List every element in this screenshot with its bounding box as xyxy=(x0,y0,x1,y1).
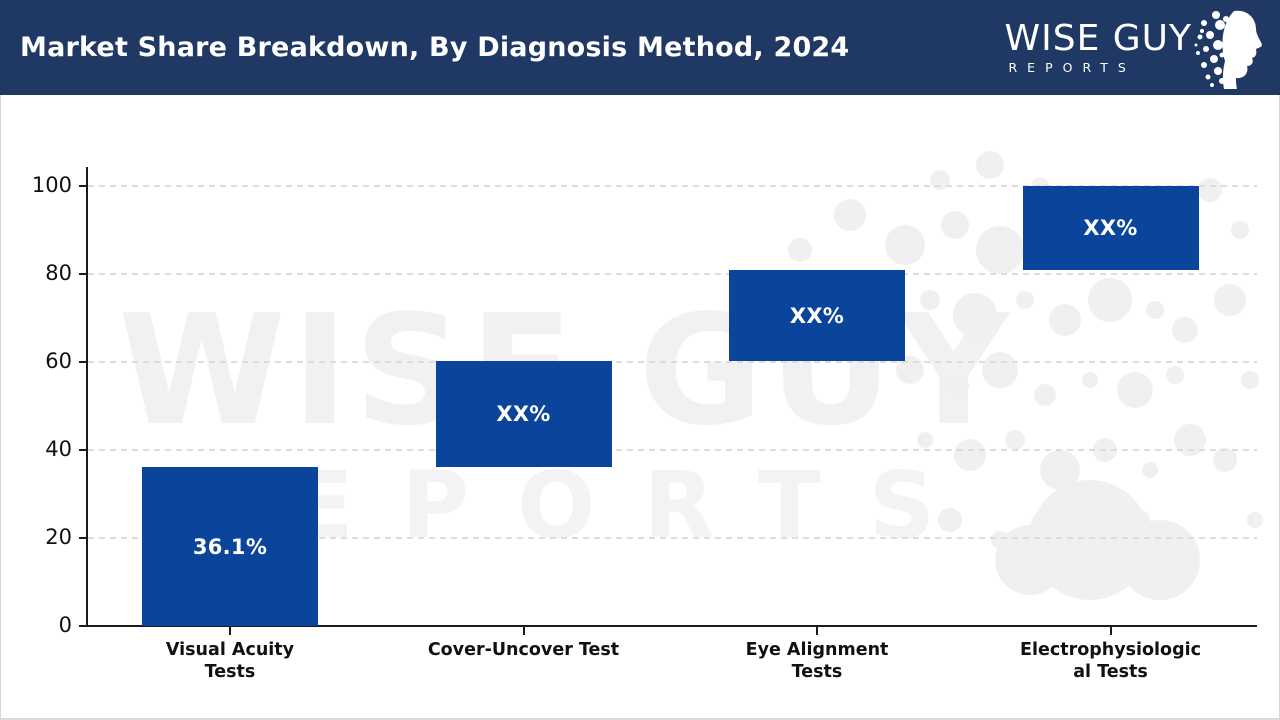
wise-guy-logo: WISE GUY REPORTS xyxy=(1005,5,1267,91)
y-tick-label: 80 xyxy=(45,261,72,285)
waterfall-bar: 36.1% xyxy=(142,467,318,626)
bar-value-label: XX% xyxy=(1083,216,1138,241)
x-category-label: Eye Alignment Tests xyxy=(745,640,889,682)
y-tick-label: 60 xyxy=(45,349,72,373)
x-axis-line xyxy=(80,625,1257,627)
y-tick-label: 100 xyxy=(31,173,72,197)
y-gridline xyxy=(88,361,1257,363)
y-tick-label: 20 xyxy=(45,525,72,549)
waterfall-bar: XX% xyxy=(1022,186,1199,271)
y-tick-mark xyxy=(79,361,87,363)
bar-value-label: XX% xyxy=(789,303,845,328)
x-tick-mark xyxy=(816,627,818,635)
y-gridline xyxy=(88,273,1257,275)
bar-value-label: XX% xyxy=(496,402,551,427)
y-tick-mark xyxy=(79,273,87,275)
y-tick-mark xyxy=(79,449,87,451)
logo-wordmark: WISE GUY xyxy=(1004,17,1192,59)
y-axis-line xyxy=(86,167,88,627)
chart-title: Market Share Breakdown, By Diagnosis Met… xyxy=(20,32,850,63)
x-tick-mark xyxy=(522,627,525,635)
y-tick-mark xyxy=(79,185,87,187)
x-category-label: Cover-Uncover Test xyxy=(427,640,620,660)
x-category-label: Electrophysiologic al Tests xyxy=(1020,640,1201,682)
x-tick-mark xyxy=(1109,627,1112,635)
y-gridline xyxy=(88,449,1257,451)
y-tick-label: 40 xyxy=(45,437,72,461)
waterfall-bar: XX% xyxy=(435,361,612,468)
x-category-label: Visual Acuity Tests xyxy=(165,640,295,682)
logo-subtext: REPORTS xyxy=(1008,59,1136,75)
header-bar: Market Share Breakdown, By Diagnosis Met… xyxy=(0,0,1280,95)
y-tick-label: 0 xyxy=(58,613,72,637)
x-tick-mark xyxy=(229,627,231,635)
y-gridline xyxy=(88,537,1257,539)
y-tick-mark xyxy=(79,537,87,539)
bar-value-label: 36.1% xyxy=(192,534,268,559)
y-gridline xyxy=(88,185,1257,187)
logo-face-icon xyxy=(1194,10,1262,89)
waterfall-bar: XX% xyxy=(729,270,905,362)
logo-text: WISE GUY REPORTS xyxy=(1004,17,1193,75)
